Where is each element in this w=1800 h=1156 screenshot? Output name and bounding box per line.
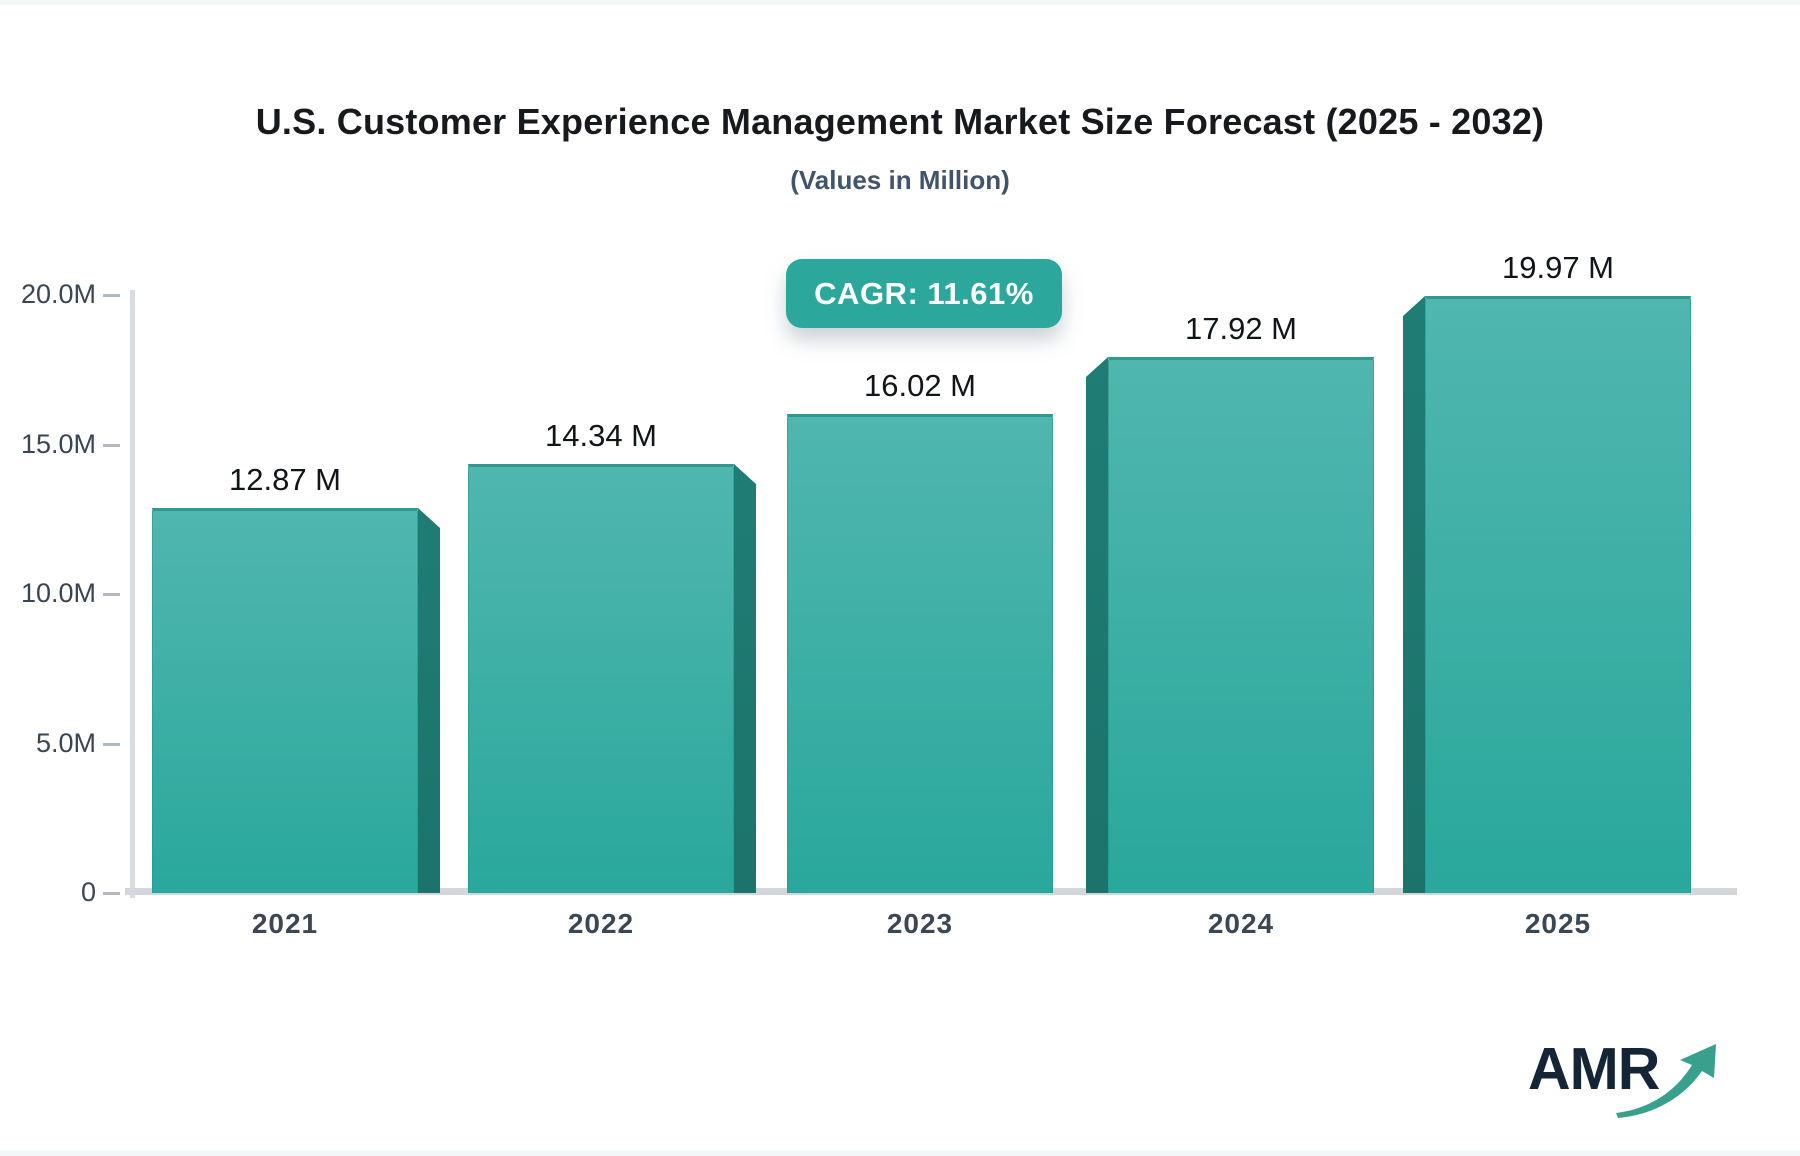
company-logo: AMR [1528,1039,1718,1123]
x-axis-label: 2025 [1524,908,1592,939]
growth-arrow-icon [1616,1044,1716,1118]
bar-value-label: 16.02 M [863,368,976,403]
x-axis-label: 2022 [567,908,635,939]
chart-title: U.S. Customer Experience Management Mark… [255,101,1545,142]
bar-3d-side [734,464,756,893]
bar-value-label: 12.87 M [228,462,341,497]
y-axis-tick-label: 15.0M [20,428,96,459]
cagr-badge: CAGR: 11.61% [786,259,1062,328]
bar-2021[interactable] [152,508,418,893]
bar-3d-side [1403,296,1425,893]
y-axis-tick-mark [103,593,120,596]
y-axis-tick-label: 0 [80,877,96,907]
logo-text: AMR [1528,1036,1660,1102]
chart-subtitle: (Values in Million) [790,165,1010,195]
x-axis-label: 2023 [886,908,954,939]
bar-2024[interactable] [1108,357,1374,893]
x-axis-label: 2024 [1207,908,1275,939]
y-axis-tick-label: 5.0M [35,727,96,758]
y-axis-line [130,290,135,898]
y-axis-tick-mark [103,742,120,746]
bar-2022[interactable] [468,464,734,893]
y-axis-tick-mark [103,443,120,447]
bar-3d-side [418,508,440,893]
bar-2023[interactable] [787,414,1053,893]
bar-value-label: 14.34 M [544,418,657,453]
bar-2025[interactable] [1425,296,1691,893]
bar-3d-side [1086,357,1108,893]
bar-value-label: 19.97 M [1501,250,1614,285]
y-axis-tick-mark [103,892,120,895]
bar-value-label: 17.92 M [1184,311,1297,346]
y-axis-tick-label: 10.0M [20,578,96,608]
x-axis-label: 2021 [251,908,319,939]
chart-canvas: U.S. Customer Experience Management Mark… [0,5,1800,1150]
y-axis-tick-mark [103,294,120,297]
y-axis-tick-label: 20.0M [20,279,96,309]
